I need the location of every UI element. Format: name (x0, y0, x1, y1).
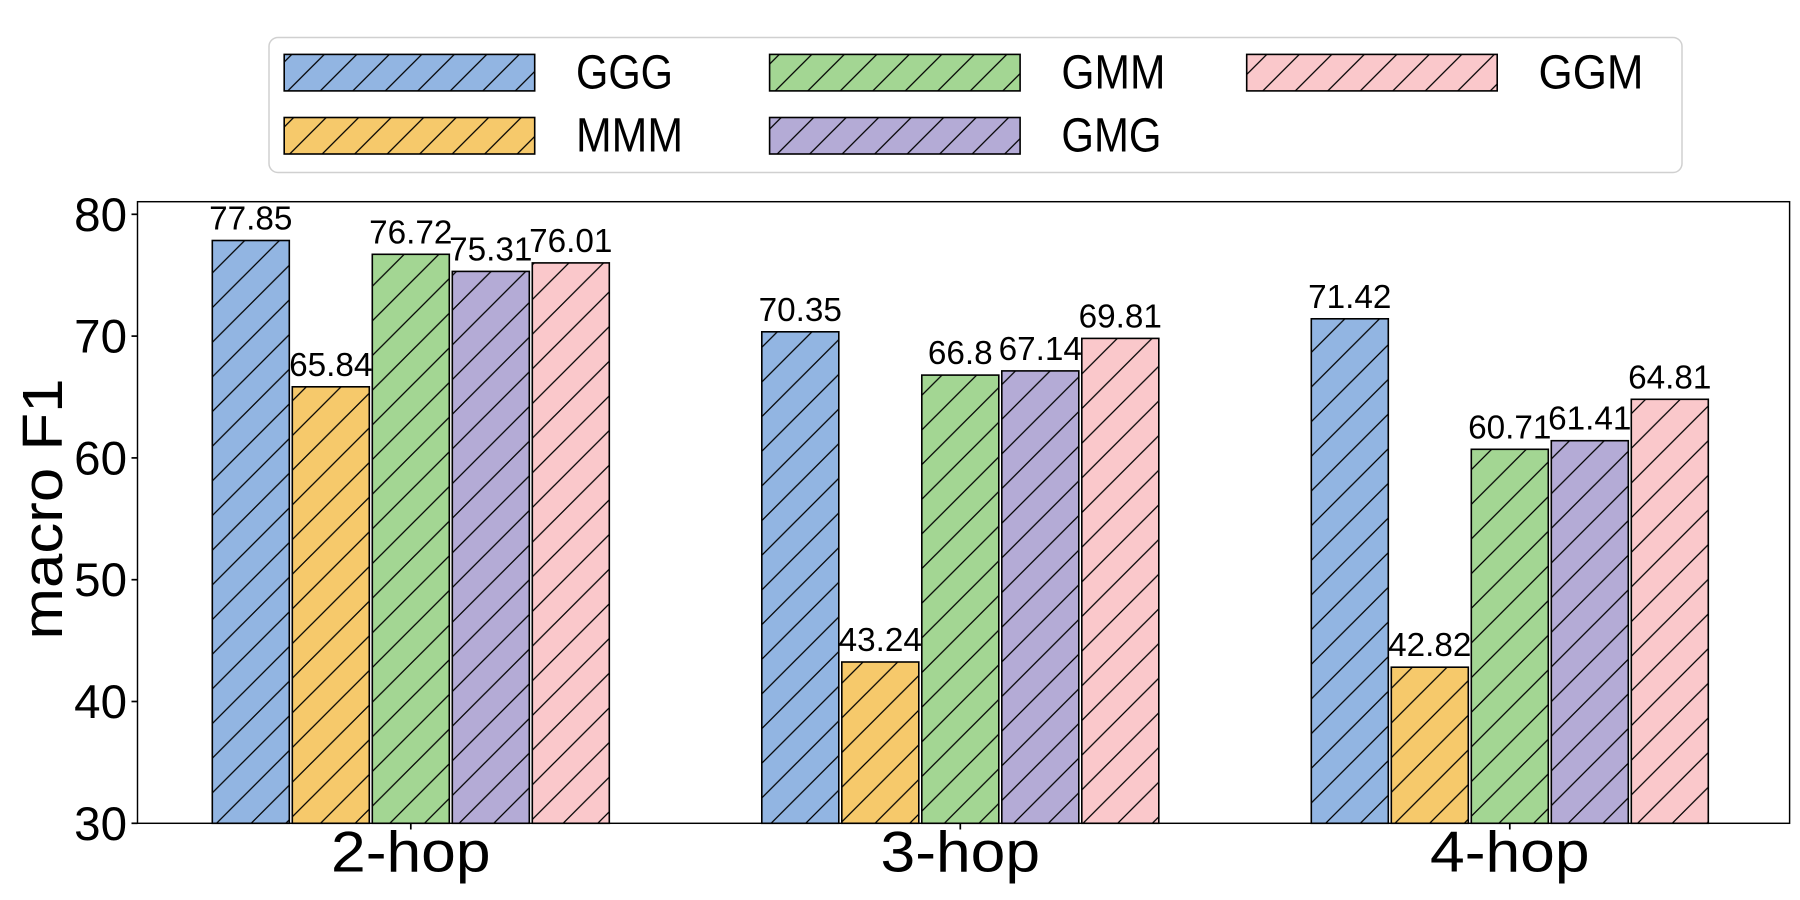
svg-text:64.81: 64.81 (1628, 359, 1711, 396)
svg-text:77.85: 77.85 (209, 201, 292, 238)
svg-text:3-hop: 3-hop (881, 820, 1041, 884)
svg-text:50: 50 (74, 554, 127, 607)
svg-text:43.24: 43.24 (839, 622, 922, 659)
svg-text:4-hop: 4-hop (1430, 820, 1590, 884)
svg-text:76.01: 76.01 (529, 223, 612, 260)
svg-text:65.84: 65.84 (289, 347, 372, 384)
svg-text:66.8: 66.8 (928, 335, 993, 372)
svg-text:macro F1: macro F1 (11, 379, 75, 640)
svg-text:60.71: 60.71 (1468, 409, 1551, 446)
svg-text:42.82: 42.82 (1388, 627, 1471, 664)
svg-text:GGG: GGG (576, 45, 673, 99)
svg-text:GGM: GGM (1539, 45, 1644, 99)
svg-text:67.14: 67.14 (999, 331, 1082, 368)
svg-text:69.81: 69.81 (1079, 298, 1162, 335)
svg-text:76.72: 76.72 (369, 214, 452, 251)
svg-text:60: 60 (74, 432, 127, 485)
svg-text:70: 70 (74, 311, 127, 364)
svg-text:80: 80 (74, 189, 127, 242)
svg-text:61.41: 61.41 (1548, 401, 1631, 438)
svg-text:GMM: GMM (1061, 45, 1165, 99)
svg-text:30: 30 (74, 798, 127, 851)
svg-text:GMG: GMG (1061, 108, 1161, 162)
svg-text:70.35: 70.35 (759, 292, 842, 329)
svg-text:40: 40 (74, 676, 127, 729)
svg-text:71.42: 71.42 (1308, 279, 1391, 316)
svg-text:2-hop: 2-hop (331, 820, 491, 884)
svg-text:75.31: 75.31 (449, 231, 532, 268)
svg-text:MMM: MMM (576, 108, 683, 162)
